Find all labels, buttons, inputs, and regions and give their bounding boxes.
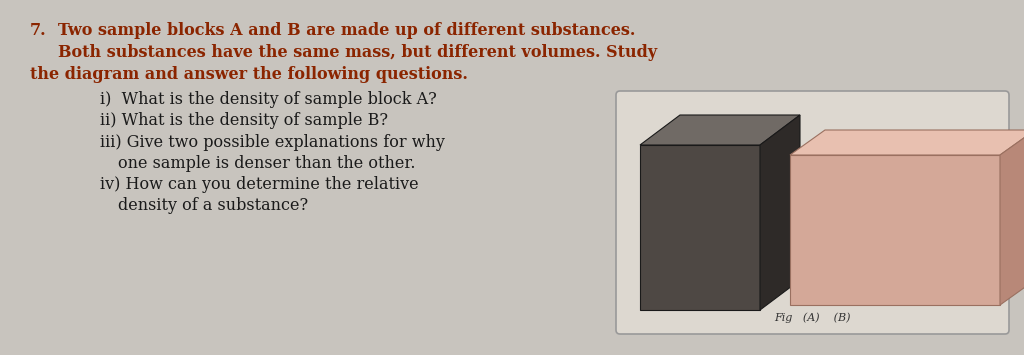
Text: ii) What is the density of sample B?: ii) What is the density of sample B? <box>100 112 388 129</box>
Text: Both substances have the same mass, but different volumes. Study: Both substances have the same mass, but … <box>58 44 657 61</box>
Text: one sample is denser than the other.: one sample is denser than the other. <box>118 155 416 172</box>
Text: iii) Give two possible explanations for why: iii) Give two possible explanations for … <box>100 133 444 151</box>
Text: 7.: 7. <box>30 22 47 39</box>
Polygon shape <box>1000 130 1024 305</box>
Text: density of a substance?: density of a substance? <box>118 197 308 214</box>
Polygon shape <box>760 115 800 310</box>
Text: Two sample blocks A and B are made up of different substances.: Two sample blocks A and B are made up of… <box>58 22 635 39</box>
Text: i)  What is the density of sample block A?: i) What is the density of sample block A… <box>100 91 437 108</box>
FancyBboxPatch shape <box>616 91 1009 334</box>
Text: iv) How can you determine the relative: iv) How can you determine the relative <box>100 176 419 193</box>
Text: the diagram and answer the following questions.: the diagram and answer the following que… <box>30 66 468 83</box>
Polygon shape <box>640 145 760 310</box>
Polygon shape <box>790 130 1024 155</box>
Text: Fig   (A)    (B): Fig (A) (B) <box>774 313 851 323</box>
Polygon shape <box>790 155 1000 305</box>
Polygon shape <box>640 115 800 145</box>
